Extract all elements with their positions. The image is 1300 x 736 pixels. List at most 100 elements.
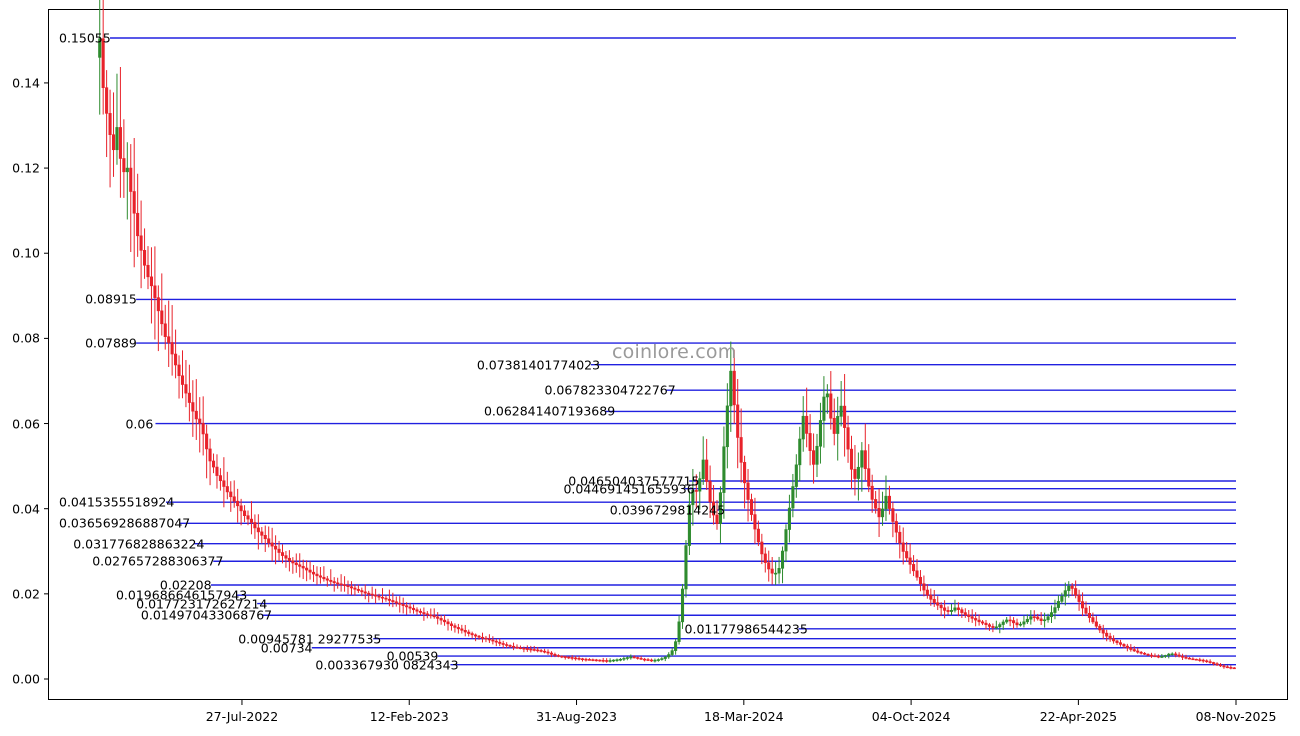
candle-body [1087, 612, 1091, 618]
candle-body [456, 627, 460, 630]
candle-body [608, 660, 612, 662]
candle-body [453, 625, 457, 628]
candle-body [780, 550, 785, 569]
candle-body [687, 504, 691, 546]
candle-body [160, 310, 164, 325]
candle-body [277, 548, 281, 553]
candle-body [129, 167, 133, 192]
candle-body [1060, 595, 1064, 602]
candle-body [1167, 653, 1171, 656]
candle-body [749, 499, 754, 515]
candle-body [549, 652, 554, 655]
level-price-label: 0.07381401774023 [476, 357, 601, 373]
candle-body [425, 613, 429, 616]
candle-body [843, 405, 847, 428]
candle-body [111, 134, 116, 151]
candle-body [580, 658, 585, 661]
candle-body [1205, 660, 1209, 663]
candle-body [218, 475, 222, 482]
candle-body [274, 545, 278, 550]
candle-body [860, 450, 864, 468]
level-price-label: 0.036569286887047 [59, 515, 191, 531]
candle-body [574, 657, 578, 660]
candle-body [263, 535, 267, 540]
candle-body [443, 619, 447, 623]
watermark-coinlore: coinlore.com [612, 341, 737, 363]
candle-body [477, 635, 481, 638]
candle-body [805, 415, 809, 434]
candle-body [394, 601, 398, 604]
candle-body [832, 417, 836, 434]
candle-body [739, 437, 743, 463]
y-tick-label: 0.06 [12, 416, 40, 432]
candle-body [905, 551, 909, 559]
candle-body [491, 639, 495, 642]
candle-body [867, 468, 871, 487]
candle-body [839, 405, 843, 417]
candle-body [980, 621, 985, 624]
level-price-label: 0.014970433068767 [140, 607, 273, 623]
candle-body [853, 468, 857, 479]
candle-body [1043, 619, 1047, 622]
candle-body [305, 567, 309, 571]
candle-body [691, 490, 695, 506]
candle-body [415, 609, 419, 612]
candle-body [498, 641, 502, 644]
candle-body [1053, 607, 1057, 613]
candle-body [587, 659, 591, 661]
candle-body [591, 659, 595, 661]
candle-body [322, 576, 326, 580]
candle-body [622, 658, 626, 660]
candle-body [743, 462, 747, 484]
candle-body [736, 404, 740, 438]
candle-body [118, 127, 122, 159]
level-price-label: 0.017723172627214 [136, 596, 268, 612]
candle-body [1218, 664, 1223, 667]
candle-body [815, 445, 819, 465]
candle-body [1112, 638, 1116, 642]
candle-body [294, 562, 298, 566]
candle-body [1056, 601, 1060, 608]
candle-body [349, 586, 354, 589]
candle-body [963, 612, 967, 616]
candle-body [1132, 649, 1136, 652]
candle-body [153, 285, 157, 298]
candle-body [970, 616, 974, 619]
y-tick-label: 0.08 [12, 330, 40, 346]
candle-body [974, 618, 978, 621]
candle-body [932, 599, 936, 603]
candle-body [1084, 607, 1088, 614]
candle-body [363, 591, 367, 594]
candle-body [287, 557, 291, 562]
candle-body [115, 127, 119, 151]
candle-body [849, 448, 854, 470]
candle-body [939, 604, 943, 609]
x-tick-label: 04-Oct-2024 [871, 709, 951, 724]
level-price-label: 0.0415355518924 [59, 494, 175, 510]
level-price-label: 0.01177986544235 [684, 621, 808, 637]
candle-body [370, 593, 374, 596]
candle-body [1122, 644, 1126, 647]
level-price-label: 0.15055 [59, 30, 111, 46]
candle-body [132, 191, 136, 214]
candle-body [260, 531, 264, 536]
candle-body [429, 614, 433, 617]
candle-body [629, 656, 633, 659]
candle-body [470, 633, 474, 636]
level-price-label: 0.07889 [85, 335, 137, 351]
candle-body [912, 564, 916, 572]
candle-body [1015, 622, 1019, 626]
candle-body [663, 656, 667, 659]
candle-body [1229, 667, 1233, 669]
candle-body [1105, 632, 1109, 637]
candle-body [291, 560, 295, 564]
candle-body [791, 486, 795, 509]
candle-body [922, 583, 926, 591]
candle-body [136, 212, 140, 237]
candle-body [339, 583, 343, 586]
candle-body [953, 607, 957, 611]
candle-body [998, 624, 1002, 628]
candle-body [929, 594, 933, 600]
candle-body [694, 490, 698, 492]
